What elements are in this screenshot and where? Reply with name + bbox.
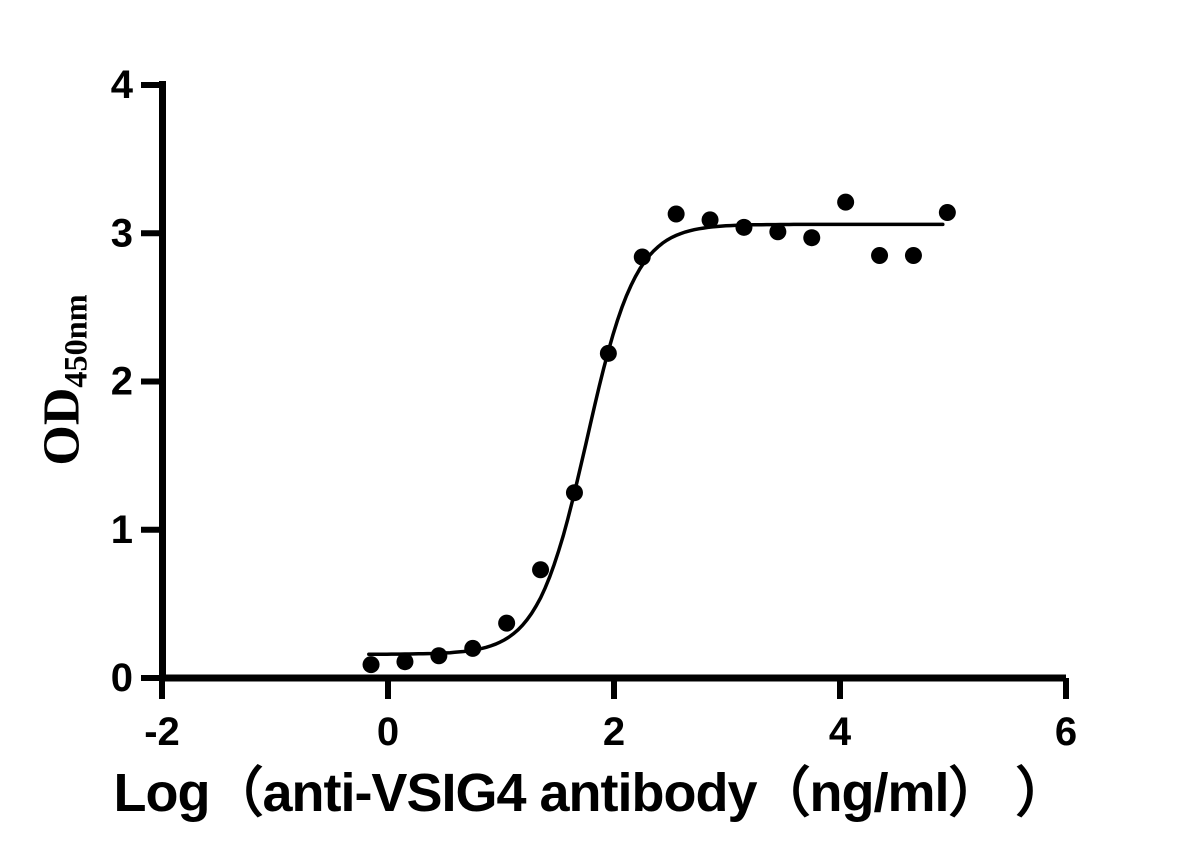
data-point — [362, 656, 380, 674]
x-tick-label: 6 — [1055, 710, 1077, 754]
data-point — [498, 614, 516, 632]
y-tick-label: 2 — [111, 360, 133, 404]
data-point — [430, 647, 448, 665]
y-tick-label: 0 — [111, 656, 133, 700]
data-point — [599, 344, 617, 362]
fit-curve — [367, 222, 945, 656]
y-axis-title-text: OD — [33, 387, 91, 466]
data-point — [701, 211, 719, 229]
data-point — [769, 223, 787, 241]
data-point — [837, 193, 855, 211]
y-axis-title: OD450nm — [33, 294, 94, 466]
x-axis-title: Log（anti-VSIG4 antibody（ng/ml） ） — [113, 763, 1069, 823]
y-tick-label: 4 — [111, 63, 134, 107]
y-tick-label: 3 — [111, 211, 133, 255]
x-axis-title-text: Log（anti-VSIG4 antibody（ng/ml） ） — [113, 763, 1069, 823]
data-point — [871, 246, 889, 264]
x-tick-label: 0 — [377, 710, 399, 754]
x-tick-label: -2 — [144, 710, 180, 754]
data-point — [396, 653, 414, 671]
data-point — [938, 203, 956, 221]
data-point — [803, 229, 821, 247]
data-point — [532, 561, 550, 579]
x-tick-label: 4 — [829, 710, 852, 754]
data-point — [464, 639, 482, 657]
x-tick-label: 2 — [603, 710, 625, 754]
data-point — [735, 218, 753, 236]
y-axis-title-subscript: 450nm — [57, 294, 94, 388]
data-point — [667, 205, 685, 223]
y-tick-label: 1 — [111, 508, 133, 552]
data-point — [633, 248, 651, 266]
data-point — [565, 484, 583, 502]
data-point — [904, 246, 922, 264]
